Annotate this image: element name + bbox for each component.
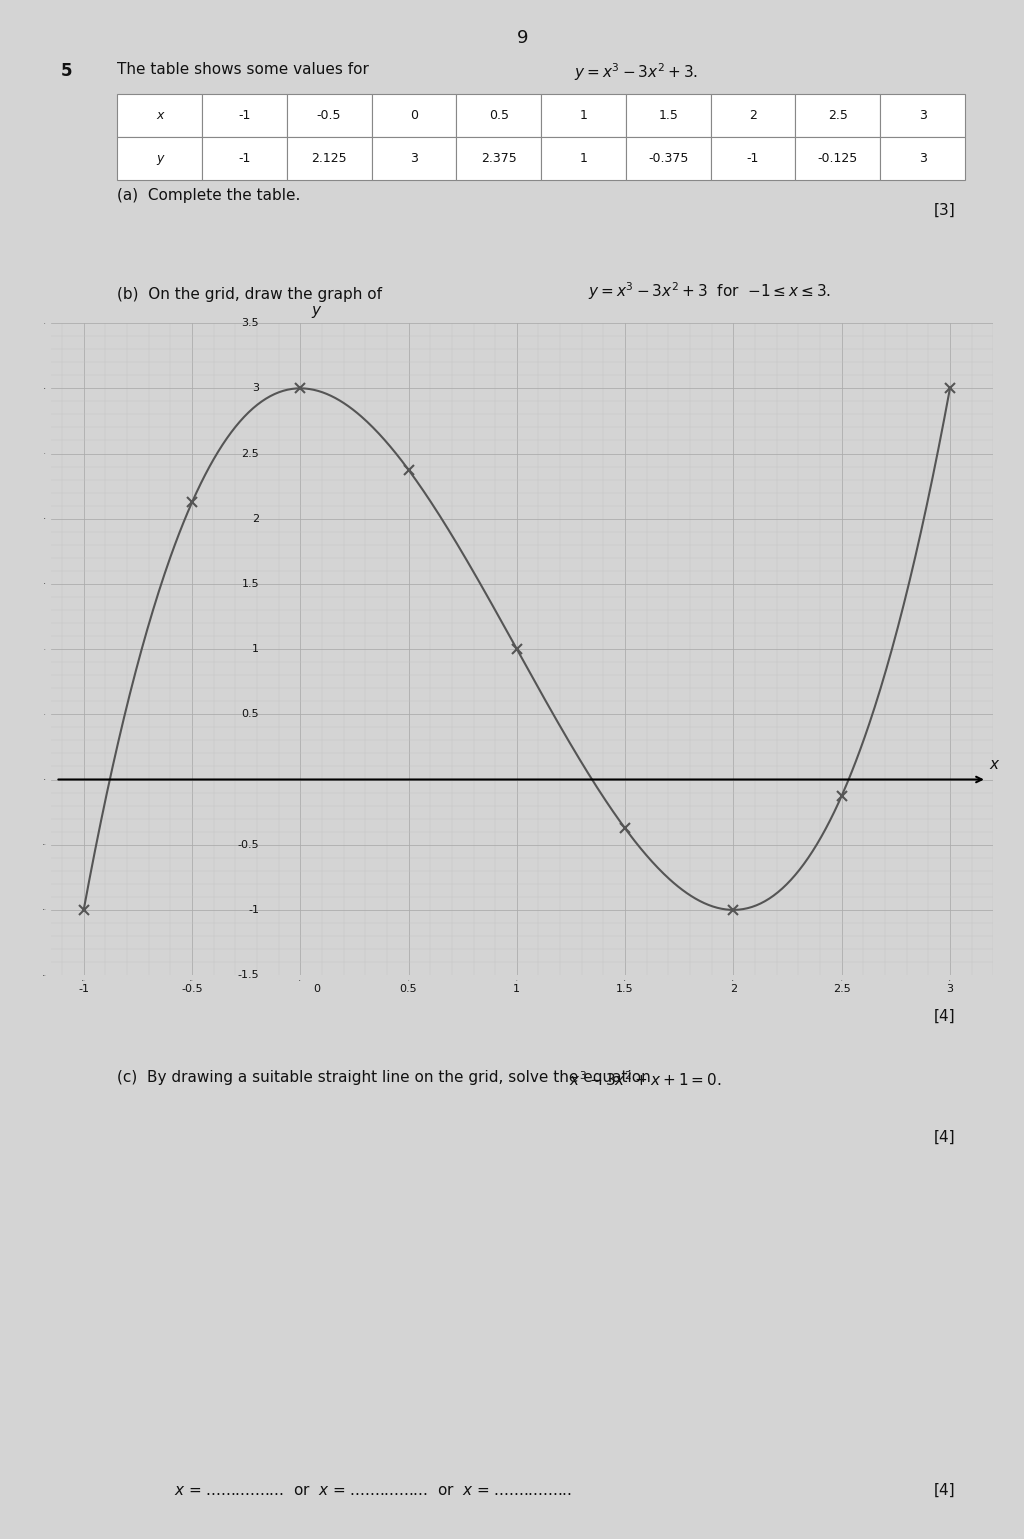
Text: 1: 1	[252, 645, 259, 654]
Text: (b)  On the grid, draw the graph of: (b) On the grid, draw the graph of	[117, 286, 382, 302]
Bar	[711, 137, 796, 180]
Text: 0.5: 0.5	[399, 985, 418, 994]
Bar	[796, 137, 881, 180]
Bar	[287, 94, 372, 137]
Text: 2: 2	[252, 514, 259, 523]
Text: 1: 1	[580, 152, 588, 165]
Text: $y = x^3 - 3x^2 + 3$  for  $-1 \leq x \leq 3.$: $y = x^3 - 3x^2 + 3$ for $-1 \leq x \leq…	[588, 280, 831, 302]
Text: 2: 2	[750, 109, 757, 122]
Text: 3: 3	[946, 985, 953, 994]
Text: 3: 3	[252, 383, 259, 394]
Text: -0.5: -0.5	[238, 840, 259, 850]
Text: 0: 0	[410, 109, 418, 122]
Bar	[881, 94, 965, 137]
Text: 2.5: 2.5	[827, 109, 848, 122]
Text: y: y	[156, 152, 163, 165]
Bar	[796, 94, 881, 137]
Text: -0.5: -0.5	[181, 985, 203, 994]
Text: -0.125: -0.125	[818, 152, 858, 165]
Text: -1: -1	[248, 905, 259, 914]
Bar	[457, 94, 541, 137]
Text: -0.375: -0.375	[648, 152, 688, 165]
Text: 3: 3	[919, 152, 927, 165]
Text: -1: -1	[746, 152, 759, 165]
Text: 2.375: 2.375	[481, 152, 516, 165]
Bar	[711, 94, 796, 137]
Text: The table shows some values for: The table shows some values for	[117, 62, 369, 77]
Bar	[287, 137, 372, 180]
Text: -1: -1	[78, 985, 89, 994]
Text: -1: -1	[239, 109, 251, 122]
Text: 0.5: 0.5	[488, 109, 509, 122]
Bar	[202, 94, 287, 137]
Text: [3]: [3]	[934, 202, 955, 217]
Text: 2.5: 2.5	[833, 985, 851, 994]
Text: 1: 1	[580, 109, 588, 122]
Bar	[626, 94, 711, 137]
Text: -1: -1	[239, 152, 251, 165]
Bar	[541, 137, 626, 180]
Text: 2: 2	[730, 985, 737, 994]
Text: 1.5: 1.5	[616, 985, 634, 994]
Text: 1: 1	[513, 985, 520, 994]
Text: (a)  Complete the table.: (a) Complete the table.	[117, 188, 300, 203]
Text: -1.5: -1.5	[238, 970, 259, 980]
Bar	[117, 94, 202, 137]
Text: [4]: [4]	[934, 1482, 955, 1497]
Bar	[372, 94, 457, 137]
Text: y: y	[311, 303, 321, 319]
Bar	[541, 94, 626, 137]
Text: 3.5: 3.5	[242, 319, 259, 328]
Text: [4]: [4]	[934, 1008, 955, 1023]
Bar	[457, 137, 541, 180]
Text: x: x	[989, 757, 998, 771]
Text: $x^3 - 3x^2 + x + 1 = 0.$: $x^3 - 3x^2 + x + 1 = 0.$	[569, 1070, 722, 1090]
Bar	[202, 137, 287, 180]
Text: 3: 3	[410, 152, 418, 165]
Text: $y = x^3 - 3x^2 + 3.$: $y = x^3 - 3x^2 + 3.$	[574, 62, 698, 83]
Text: 5: 5	[60, 62, 72, 80]
Bar	[881, 137, 965, 180]
Bar	[372, 137, 457, 180]
Text: 0: 0	[313, 985, 321, 994]
Text: x: x	[156, 109, 163, 122]
Bar	[626, 137, 711, 180]
Text: -0.5: -0.5	[316, 109, 341, 122]
Text: 2.5: 2.5	[242, 448, 259, 459]
Text: 3: 3	[919, 109, 927, 122]
Text: 2.125: 2.125	[311, 152, 347, 165]
Text: $x$ = ................  or  $x$ = ................  or  $x$ = ................: $x$ = ................ or $x$ = ........…	[174, 1482, 571, 1497]
Text: 1.5: 1.5	[658, 109, 678, 122]
Text: (c)  By drawing a suitable straight line on the grid, solve the equation: (c) By drawing a suitable straight line …	[117, 1070, 651, 1085]
Text: 0.5: 0.5	[242, 709, 259, 719]
Bar	[117, 137, 202, 180]
Text: 9: 9	[516, 29, 528, 48]
Text: 1.5: 1.5	[242, 579, 259, 589]
Text: [4]: [4]	[934, 1130, 955, 1145]
